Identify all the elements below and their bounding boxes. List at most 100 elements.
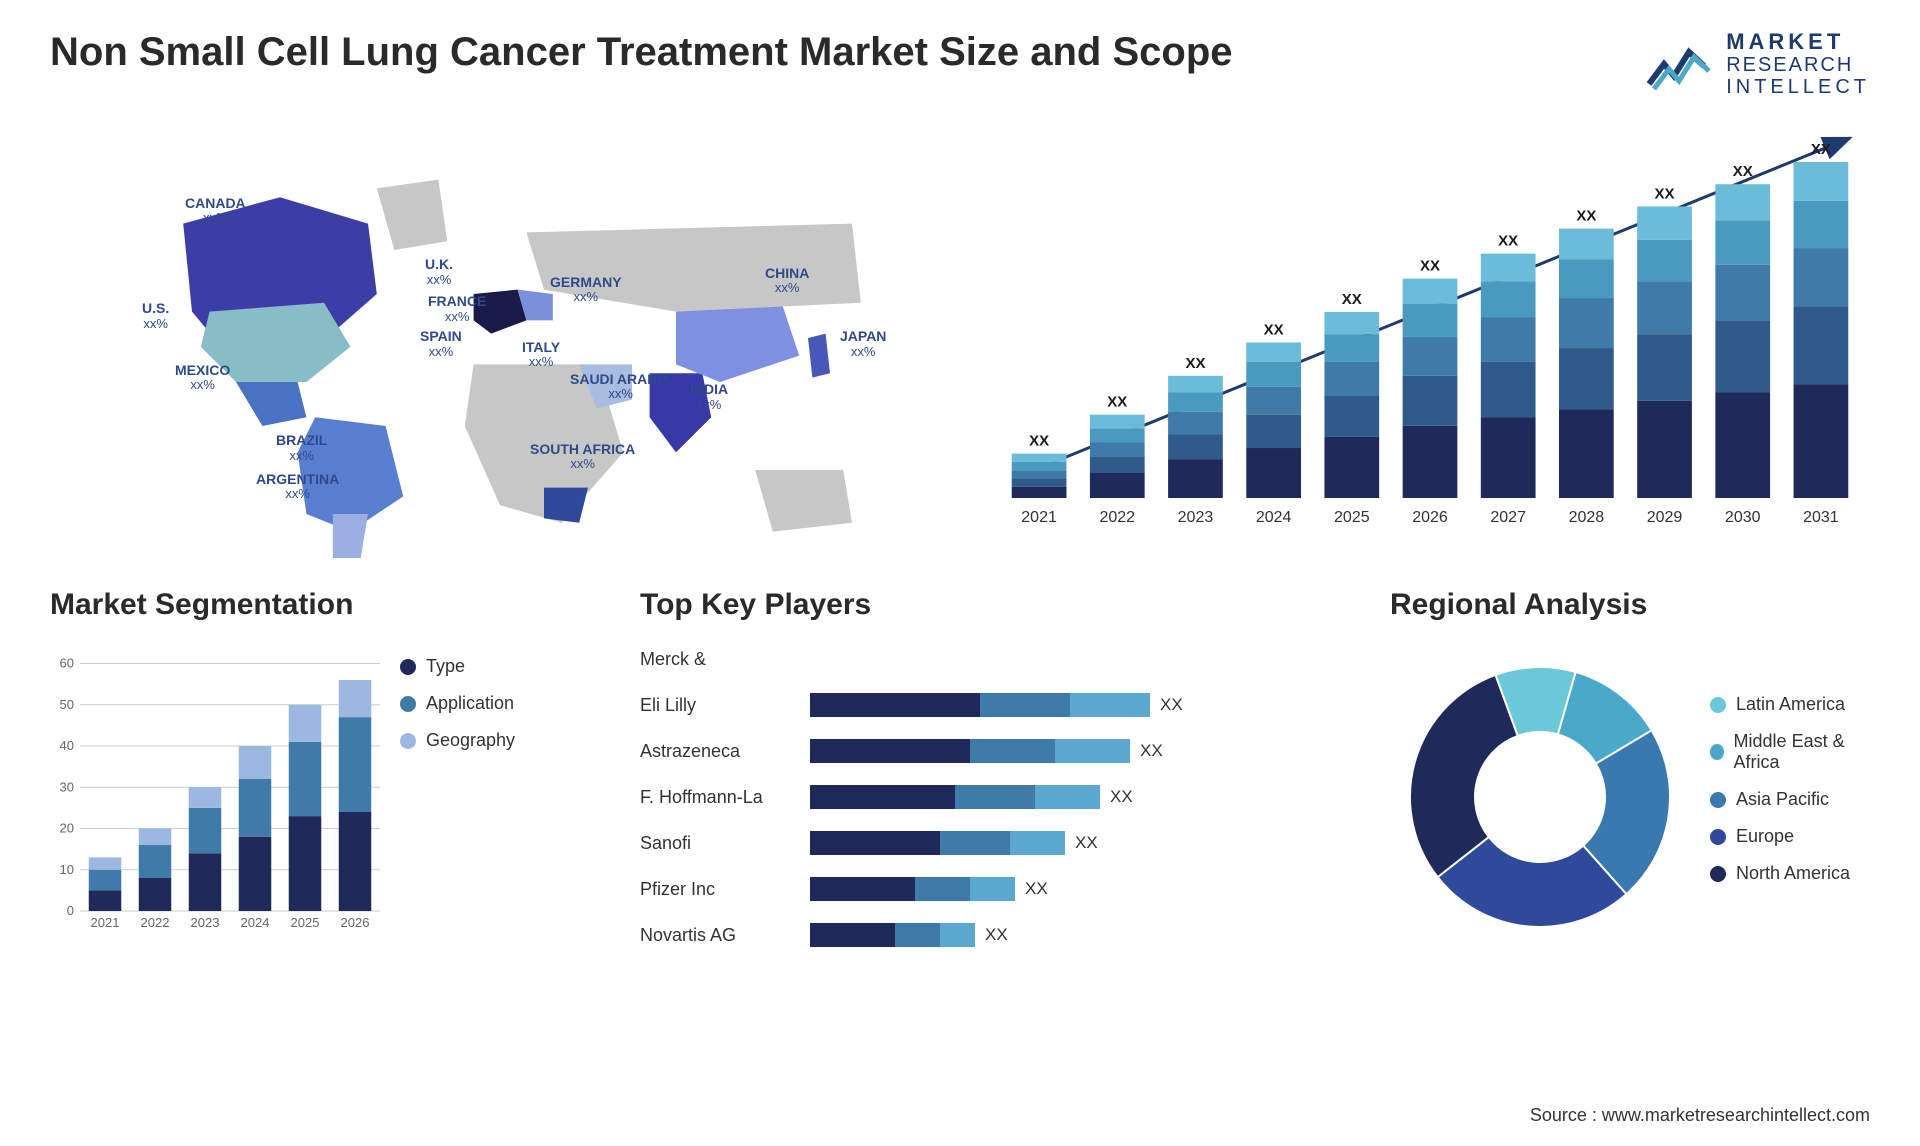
growth-bar <box>1794 307 1849 385</box>
player-value: XX <box>1025 879 1048 899</box>
growth-bar-label: XX <box>1576 208 1596 225</box>
legend-dot-icon <box>400 659 416 675</box>
legend-dot-icon <box>400 733 416 749</box>
seg-bar <box>189 853 222 911</box>
seg-year: 2022 <box>141 915 170 930</box>
growth-bar <box>1403 426 1458 498</box>
map-svg <box>50 118 950 558</box>
map-region-saf <box>544 488 588 523</box>
map-label-saudi-arabia: SAUDI ARABIAxx% <box>570 372 671 402</box>
map-region-grn <box>377 180 447 250</box>
player-value: XX <box>985 925 1008 945</box>
player-name: F. Hoffmann-La <box>640 787 800 808</box>
players-bars: XXXXXXXXXXXX <box>810 636 1360 958</box>
player-name: Eli Lilly <box>640 695 800 716</box>
player-name: Pfizer Inc <box>640 879 800 900</box>
seg-bar <box>239 746 272 779</box>
seg-year: 2024 <box>241 915 270 930</box>
legend-label: North America <box>1736 863 1850 884</box>
growth-bar <box>1090 443 1145 457</box>
player-bar-row: XX <box>810 691 1360 719</box>
map-label-china: CHINAxx% <box>765 266 809 296</box>
growth-bar <box>1012 454 1067 462</box>
seg-bar <box>339 812 372 911</box>
growth-bar-label: XX <box>1733 163 1753 180</box>
seg-legend-item: Geography <box>400 730 610 751</box>
player-bar <box>810 877 1015 901</box>
player-bar-row: XX <box>810 737 1360 765</box>
map-label-brazil: BRAZILxx% <box>276 433 327 463</box>
growth-bar-label: XX <box>1655 186 1675 203</box>
seg-bar <box>89 891 122 912</box>
seg-bar <box>89 858 122 870</box>
map-region-chn <box>676 303 799 382</box>
legend-dot-icon <box>1710 866 1726 882</box>
growth-bar <box>1324 437 1379 498</box>
growth-bar-label: XX <box>1498 233 1518 250</box>
regional-legend-item: Latin America <box>1710 694 1870 715</box>
seg-legend-item: Type <box>400 656 610 677</box>
growth-bar <box>1481 254 1536 282</box>
growth-bar-label: XX <box>1185 355 1205 372</box>
player-bar <box>810 923 975 947</box>
growth-bar <box>1246 343 1301 362</box>
map-label-india: INDIAxx% <box>690 382 728 412</box>
seg-year: 2025 <box>291 915 320 930</box>
player-bar <box>810 739 1130 763</box>
growth-year-label: 2028 <box>1569 509 1605 526</box>
growth-bar <box>1012 470 1067 478</box>
seg-ytick: 20 <box>60 821 74 836</box>
seg-ytick: 30 <box>60 779 74 794</box>
growth-bar-label: XX <box>1264 322 1284 339</box>
growth-bar-label: XX <box>1811 141 1831 158</box>
player-bar-row <box>810 645 1360 673</box>
growth-year-label: 2021 <box>1021 509 1057 526</box>
map-region-mex <box>236 382 306 426</box>
growth-bar <box>1246 387 1301 415</box>
growth-bar <box>1012 479 1067 487</box>
growth-bar <box>1715 265 1770 321</box>
legend-label: Application <box>426 693 514 714</box>
player-bar <box>810 693 1150 717</box>
player-bar-seg <box>1070 693 1150 717</box>
brand-logo: MARKET RESEARCH INTELLECT <box>1644 30 1870 98</box>
player-name: Novartis AG <box>640 925 800 946</box>
player-value: XX <box>1110 787 1133 807</box>
seg-bar <box>339 680 372 717</box>
map-region-arg <box>333 514 368 558</box>
growth-bar <box>1637 282 1692 335</box>
growth-bar <box>1637 240 1692 282</box>
regional-legend-item: North America <box>1710 863 1870 884</box>
legend-dot-icon <box>1710 792 1726 808</box>
seg-bar <box>139 878 172 911</box>
logo-text-3: INTELLECT <box>1726 76 1870 98</box>
legend-label: Middle East & Africa <box>1734 731 1870 773</box>
player-bar-seg <box>970 877 1015 901</box>
player-name: Merck & <box>640 649 800 670</box>
growth-bar <box>1324 334 1379 362</box>
player-value: XX <box>1140 741 1163 761</box>
player-bar-seg <box>970 739 1055 763</box>
growth-year-label: 2029 <box>1647 509 1683 526</box>
player-bar-seg <box>980 693 1070 717</box>
growth-bar <box>1637 401 1692 498</box>
player-bar <box>810 785 1100 809</box>
seg-legend-item: Application <box>400 693 610 714</box>
growth-bar <box>1559 298 1614 348</box>
growth-chart: XX2021XX2022XX2023XX2024XX2025XX2026XX20… <box>990 118 1870 558</box>
growth-bar <box>1481 318 1536 362</box>
growth-year-label: 2025 <box>1334 509 1370 526</box>
growth-bar-label: XX <box>1107 394 1127 411</box>
seg-bar <box>189 787 222 808</box>
seg-ytick: 60 <box>60 656 74 671</box>
growth-bar <box>1481 282 1536 318</box>
player-name: Sanofi <box>640 833 800 854</box>
growth-bar <box>1481 418 1536 499</box>
seg-year: 2021 <box>91 915 120 930</box>
segmentation-chart: 0102030405060202120222023202420252026 <box>50 636 380 936</box>
map-label-argentina: ARGENTINAxx% <box>256 472 339 502</box>
growth-bar <box>1794 248 1849 306</box>
growth-year-label: 2024 <box>1256 509 1292 526</box>
player-bar-seg <box>915 877 970 901</box>
logo-mark-icon <box>1644 34 1714 94</box>
